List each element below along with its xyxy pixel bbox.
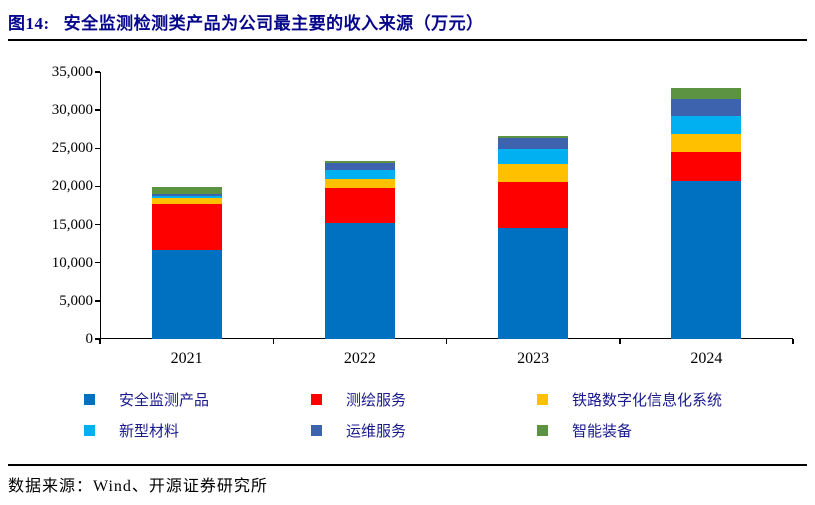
bar-segment: [671, 181, 742, 339]
x-axis-label: 2023: [517, 350, 550, 367]
legend-label: 新型材料: [119, 423, 180, 440]
y-axis-tick: [95, 185, 100, 188]
y-axis-label: 0: [85, 331, 94, 347]
bar-segment: [671, 134, 742, 152]
x-axis-tick: [792, 339, 794, 344]
bar-2024: [671, 87, 742, 339]
title-divider-line: [8, 39, 807, 41]
y-axis-tick: [95, 147, 100, 150]
x-axis-tick: [445, 339, 448, 344]
legend-swatch: [84, 393, 95, 405]
figure-title: 图14: 安全监测检测类产品为公司最主要的收入来源（万元）: [8, 9, 807, 34]
bar-segment: [151, 187, 222, 194]
bar-segment: [324, 170, 395, 180]
legend-item: 新型材料: [84, 423, 179, 440]
legend-item: 测绘服务: [311, 392, 406, 409]
bar-2023: [498, 136, 569, 339]
y-axis-tick: [95, 261, 100, 264]
y-axis-label: 20,000: [51, 178, 93, 195]
x-axis-label: 2022: [343, 350, 376, 367]
bar-segment: [324, 179, 395, 188]
bar-segment: [151, 193, 222, 197]
x-axis-tick: [272, 339, 274, 344]
y-axis-label: 30,000: [51, 102, 93, 119]
bar-segment: [498, 137, 569, 150]
x-axis-label: 2021: [170, 350, 203, 367]
y-axis-tick: [95, 300, 100, 302]
bar-segment: [324, 187, 395, 223]
plot-area: [100, 72, 793, 339]
bar-segment: [498, 228, 569, 339]
legend-swatch: [311, 424, 322, 436]
figure-title-text: 安全监测检测类产品为公司最主要的收入来源（万元）: [63, 14, 484, 33]
x-axis-tick: [619, 339, 621, 344]
data-source-note: 数据来源：Wind、开源证券研究所: [8, 478, 268, 495]
bar-segment: [151, 249, 222, 339]
legend-swatch: [311, 393, 322, 405]
bar-segment: [151, 203, 222, 250]
bar-segment: [324, 223, 395, 339]
y-axis-label: 15,000: [51, 216, 93, 233]
legend-item: 智能装备: [537, 423, 632, 440]
y-axis-label: 5,000: [59, 292, 93, 309]
legend-swatch: [84, 424, 95, 436]
y-axis-label: 25,000: [51, 140, 93, 157]
bar-segment: [671, 87, 742, 100]
footer-divider-line: [8, 464, 807, 466]
legend-item: 运维服务: [311, 423, 406, 440]
bar-segment: [498, 181, 569, 229]
bar-segment: [324, 162, 395, 170]
y-axis-tick: [95, 223, 100, 226]
bar-segment: [671, 116, 742, 135]
bar-segment: [324, 161, 395, 163]
bar-2021: [151, 187, 222, 339]
legend-label: 测绘服务: [346, 392, 407, 409]
bar-segment: [498, 164, 569, 182]
bar-segment: [151, 196, 222, 198]
bar-2022: [324, 161, 395, 339]
bar-segment: [671, 151, 742, 182]
x-axis-tick: [99, 339, 101, 344]
legend-label: 运维服务: [346, 423, 407, 440]
bar-segment: [671, 99, 742, 117]
legend-item: 安全监测产品: [84, 392, 209, 409]
bar-segment: [498, 136, 569, 138]
figure-number: 图14:: [8, 14, 50, 33]
y-axis-tick: [95, 109, 100, 111]
bar-segment: [151, 197, 222, 204]
legend-label: 铁路数字化信息化系统: [572, 392, 723, 409]
legend-item: 铁路数字化信息化系统: [537, 392, 722, 409]
y-axis-label: 35,000: [51, 64, 93, 80]
legend-swatch: [537, 424, 548, 436]
legend-label: 安全监测产品: [119, 392, 210, 409]
legend-label: 智能装备: [572, 423, 633, 440]
legend-swatch: [537, 393, 548, 405]
y-axis-tick: [95, 71, 100, 73]
y-axis-label: 10,000: [51, 254, 93, 271]
x-axis-label: 2024: [690, 350, 723, 367]
y-axis-tick: [95, 338, 100, 340]
bar-segment: [498, 149, 569, 165]
